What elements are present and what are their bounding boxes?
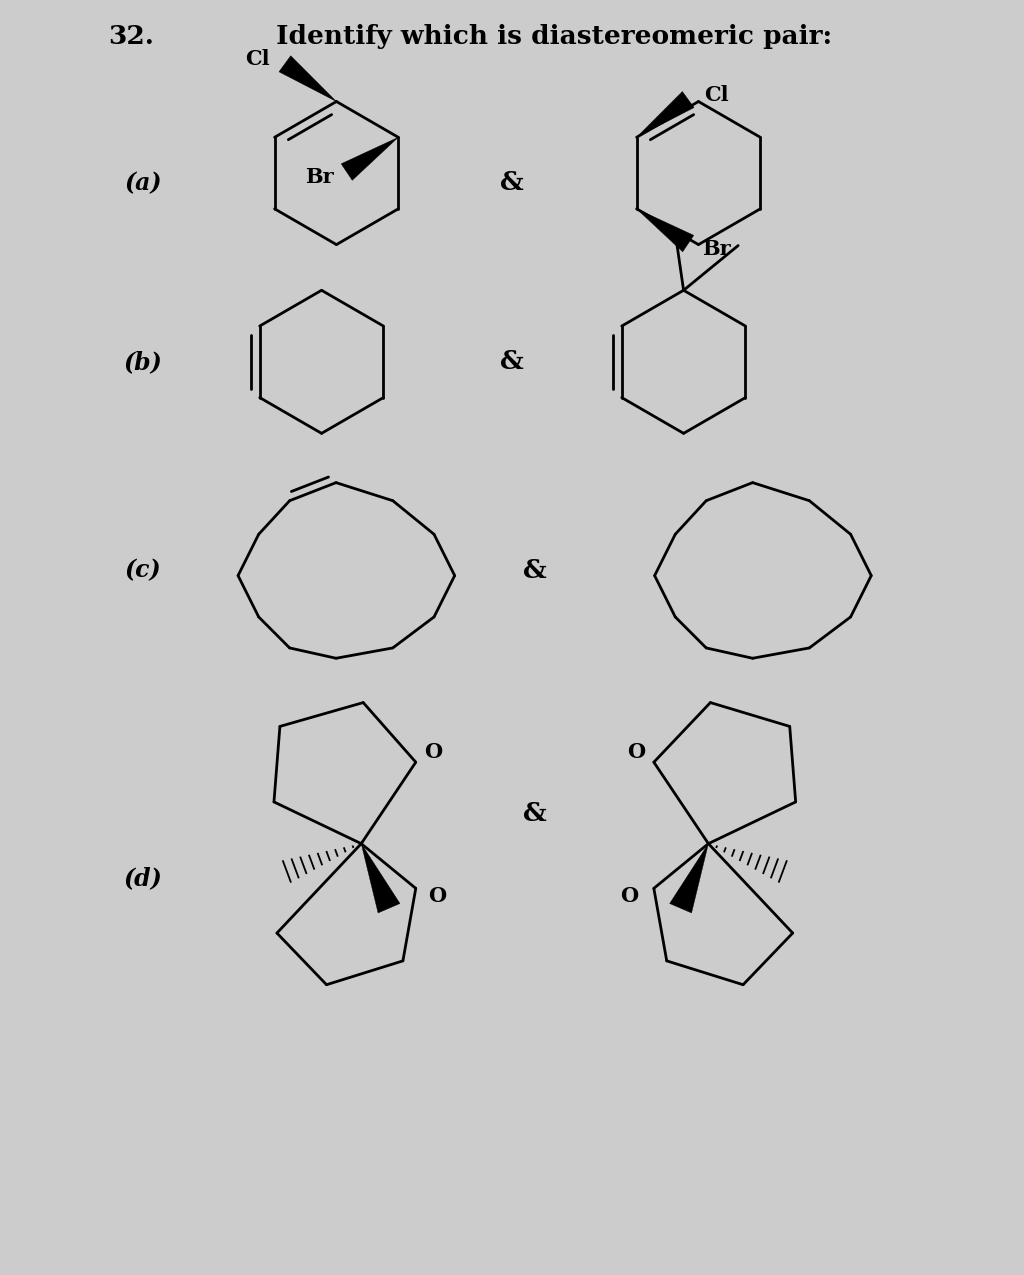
Text: Cl: Cl [245,48,269,69]
Polygon shape [637,209,693,252]
Polygon shape [341,138,398,180]
Text: (a): (a) [124,171,162,195]
Text: Identify which is diastereomeric pair:: Identify which is diastereomeric pair: [267,24,833,50]
Text: O: O [620,886,638,907]
Polygon shape [361,844,400,913]
Polygon shape [279,56,337,102]
Text: Cl: Cl [703,84,728,105]
Text: (b): (b) [124,349,163,374]
Text: Br: Br [701,238,730,259]
Text: &: & [500,349,524,375]
Text: Br: Br [304,167,333,187]
Polygon shape [637,92,694,138]
Polygon shape [670,844,709,913]
Text: (d): (d) [124,867,163,890]
Text: 32.: 32. [109,24,155,50]
Text: &: & [500,171,524,195]
Text: O: O [429,886,446,907]
Text: &: & [523,558,547,583]
Text: (c): (c) [125,558,162,583]
Text: O: O [425,742,442,762]
Text: &: & [523,802,547,826]
Text: O: O [627,742,645,762]
